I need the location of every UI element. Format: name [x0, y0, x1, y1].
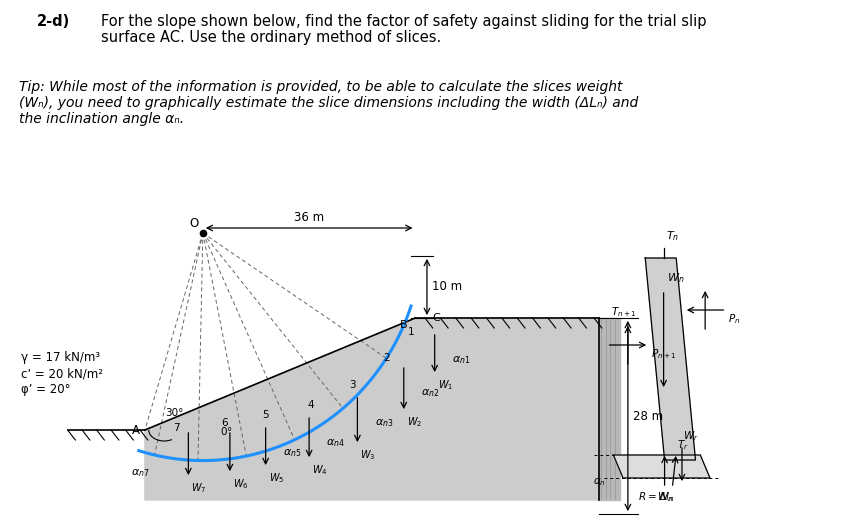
Text: $W_6$: $W_6$ — [233, 477, 248, 491]
Text: $T_{n+1}$: $T_{n+1}$ — [611, 305, 637, 319]
Text: $W_4$: $W_4$ — [312, 463, 328, 477]
Text: 28 m: 28 m — [633, 410, 663, 422]
Text: 2-d): 2-d) — [37, 14, 70, 29]
Text: $W_r$: $W_r$ — [683, 429, 699, 443]
Text: $T_n$: $T_n$ — [666, 229, 678, 243]
Text: 36 m: 36 m — [294, 211, 324, 224]
Text: φʼ = 20°: φʼ = 20° — [21, 384, 70, 396]
Text: $\alpha_{n5}$: $\alpha_{n5}$ — [283, 447, 301, 459]
Text: $P_n$: $P_n$ — [728, 312, 740, 326]
Text: C: C — [433, 313, 441, 323]
Text: γ = 17 kN/m³: γ = 17 kN/m³ — [21, 351, 100, 365]
Text: (Wₙ), you need to graphically estimate the slice dimensions including the width : (Wₙ), you need to graphically estimate t… — [20, 96, 638, 110]
Text: $R = W_n$: $R = W_n$ — [638, 490, 674, 504]
Polygon shape — [599, 318, 620, 500]
Text: Tip: While most of the information is provided, to be able to calculate the slic: Tip: While most of the information is pr… — [20, 80, 623, 94]
Text: $T_r$: $T_r$ — [678, 438, 689, 452]
Text: $\alpha_{n2}$: $\alpha_{n2}$ — [421, 387, 440, 399]
Text: 4: 4 — [307, 400, 314, 410]
Polygon shape — [645, 258, 695, 460]
Text: $\alpha_{n3}$: $\alpha_{n3}$ — [374, 417, 393, 429]
Polygon shape — [613, 455, 710, 478]
Text: $W_3$: $W_3$ — [360, 448, 376, 462]
Text: B: B — [400, 320, 408, 330]
Text: 1: 1 — [408, 327, 415, 337]
Text: 5: 5 — [262, 410, 269, 420]
Text: $\alpha_{n1}$: $\alpha_{n1}$ — [452, 354, 470, 366]
Text: $W_5$: $W_5$ — [268, 471, 284, 485]
Text: $\alpha_{n7}$: $\alpha_{n7}$ — [132, 467, 149, 479]
Text: $W_2$: $W_2$ — [407, 415, 422, 429]
Text: For the slope shown below, find the factor of safety against sliding for the tri: For the slope shown below, find the fact… — [101, 14, 707, 29]
Text: $W_7$: $W_7$ — [191, 481, 206, 495]
Text: $W_1$: $W_1$ — [437, 378, 453, 392]
Text: $\alpha_{n4}$: $\alpha_{n4}$ — [327, 437, 346, 449]
Text: $\alpha_n$: $\alpha_n$ — [593, 476, 605, 488]
Text: 2: 2 — [383, 353, 390, 363]
Text: 10 m: 10 m — [432, 280, 462, 294]
Text: $P_{n+1}$: $P_{n+1}$ — [651, 347, 677, 361]
Text: $W_n$: $W_n$ — [666, 271, 684, 285]
Text: $\Delta l_n$: $\Delta l_n$ — [659, 490, 675, 504]
Text: 30°: 30° — [165, 408, 183, 418]
Text: 6: 6 — [221, 418, 228, 428]
Text: surface AC. Use the ordinary method of slices.: surface AC. Use the ordinary method of s… — [101, 30, 441, 45]
Polygon shape — [145, 318, 599, 500]
Text: $0°$: $0°$ — [220, 425, 233, 437]
Text: the inclination angle αₙ.: the inclination angle αₙ. — [20, 112, 184, 126]
Text: O: O — [189, 217, 199, 230]
Text: 7: 7 — [173, 423, 180, 433]
Text: A: A — [132, 423, 140, 437]
Text: 3: 3 — [349, 380, 356, 390]
Text: cʼ = 20 kN/m²: cʼ = 20 kN/m² — [21, 367, 104, 381]
